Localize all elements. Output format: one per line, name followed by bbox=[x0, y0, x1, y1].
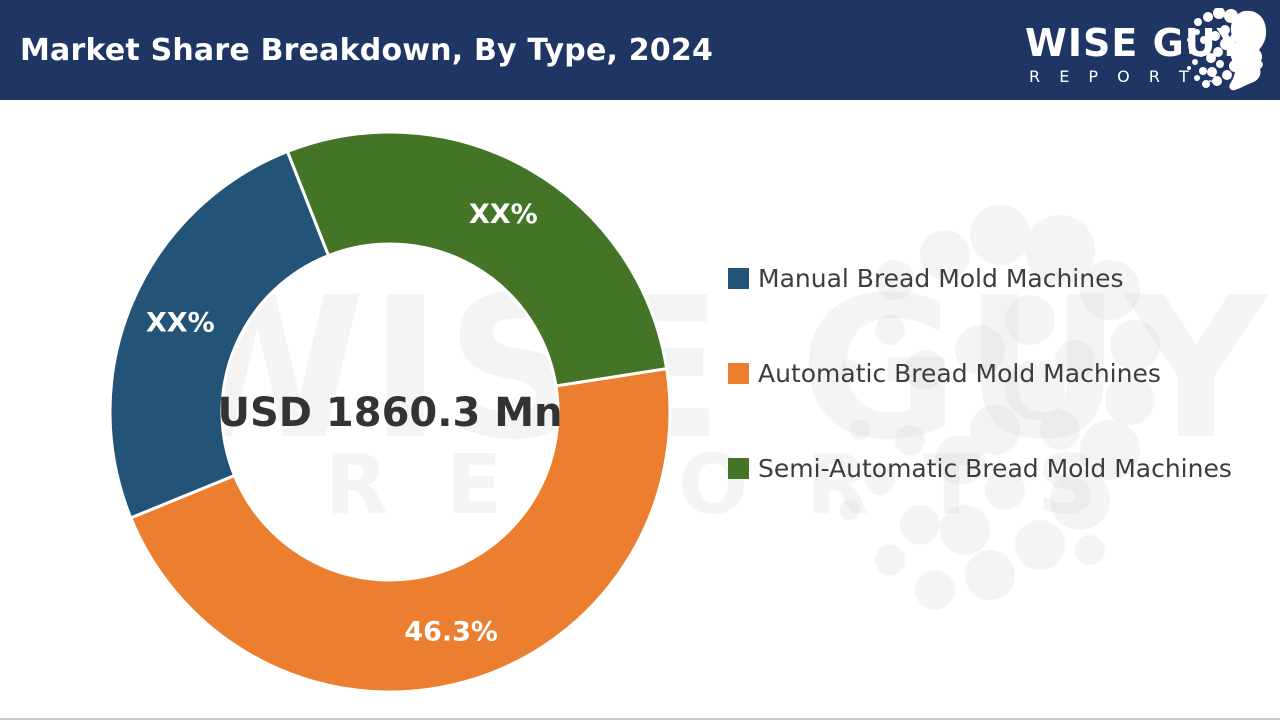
decorative-dot bbox=[1198, 51, 1204, 57]
donut-segment-label: XX% bbox=[469, 199, 538, 230]
watermark-text-wiseguy: WISE GUY bbox=[150, 255, 1271, 482]
legend-label: Semi-Automatic Bread Mold Machines bbox=[758, 453, 1232, 483]
decorative-dot bbox=[1005, 360, 1065, 420]
decorative-dot bbox=[1222, 70, 1232, 80]
decorative-dot bbox=[895, 425, 925, 455]
decorative-dot bbox=[955, 325, 1005, 375]
donut-chart: XX% 46.3% XX% USD 1860.3 Mn bbox=[108, 130, 672, 694]
decorative-dot bbox=[875, 260, 915, 300]
decorative-dot bbox=[1075, 535, 1105, 565]
decorative-dot bbox=[875, 545, 905, 575]
logo-face-profile-icon bbox=[1229, 10, 1266, 91]
decorative-dot bbox=[1187, 38, 1191, 42]
decorative-dot bbox=[875, 315, 905, 345]
decorative-dot bbox=[905, 350, 945, 390]
decorative-dot bbox=[1050, 470, 1110, 530]
decorative-dot bbox=[1202, 80, 1210, 88]
decorative-dot bbox=[1005, 295, 1055, 345]
legend-item: Automatic Bread Mold Machines bbox=[728, 358, 1161, 388]
bottom-divider bbox=[0, 718, 1280, 720]
page-title: Market Share Breakdown, By Type, 2024 bbox=[20, 32, 714, 68]
decorative-dot bbox=[1194, 29, 1200, 35]
decorative-dot bbox=[1203, 12, 1213, 22]
watermark: WISE GUY REPORTS bbox=[0, 100, 1280, 718]
decorative-dot bbox=[1200, 36, 1208, 44]
decorative-dot bbox=[1055, 340, 1095, 380]
decorative-dot bbox=[940, 505, 990, 555]
decorative-dot bbox=[965, 550, 1015, 600]
decorative-dot bbox=[1080, 420, 1140, 480]
decorative-dot bbox=[1040, 410, 1080, 450]
decorative-dot bbox=[970, 205, 1030, 265]
decorative-dot bbox=[1216, 60, 1224, 68]
decorative-dot bbox=[1220, 25, 1230, 35]
decorative-dot bbox=[1199, 67, 1207, 75]
decorative-dot bbox=[1025, 215, 1095, 285]
decorative-dot bbox=[970, 405, 1020, 455]
decorative-dot bbox=[935, 435, 985, 485]
decorative-dot bbox=[920, 230, 970, 280]
donut-segment-label: 46.3% bbox=[404, 617, 498, 648]
logo-text-reports: R E P O R T S bbox=[1029, 67, 1225, 86]
decorative-dot bbox=[1213, 8, 1225, 19]
decorative-dot bbox=[840, 500, 860, 520]
decorative-dot bbox=[1192, 59, 1198, 65]
decorative-dot bbox=[840, 360, 860, 380]
donut-segment bbox=[108, 149, 331, 520]
decorative-dot bbox=[1187, 66, 1191, 70]
watermark-face-icon bbox=[840, 205, 1160, 610]
legend-item: Semi-Automatic Bread Mold Machines bbox=[728, 453, 1232, 483]
legend-item: Manual Bread Mold Machines bbox=[728, 263, 1124, 293]
watermark-text-reports: REPORTS bbox=[325, 438, 1155, 533]
decorative-dot bbox=[1210, 31, 1220, 41]
decorative-dot bbox=[865, 465, 895, 495]
donut-segment bbox=[285, 130, 669, 388]
legend-swatch bbox=[728, 457, 749, 479]
wiseguy-reports-logo: WISE GUY R E P O R T S bbox=[1025, 8, 1266, 91]
header-bar: Market Share Breakdown, By Type, 2024 WI… bbox=[0, 0, 1280, 100]
legend-label: Manual Bread Mold Machines bbox=[758, 263, 1124, 293]
donut-segment-label: XX% bbox=[146, 307, 215, 338]
decorative-dot bbox=[1105, 375, 1155, 425]
legend-swatch bbox=[728, 362, 749, 384]
decorative-dot bbox=[915, 570, 955, 610]
decorative-dot bbox=[1194, 18, 1202, 26]
decorative-dot bbox=[1110, 320, 1160, 370]
donut-segment bbox=[128, 366, 672, 694]
decorative-dot bbox=[1080, 260, 1140, 320]
decorative-dot bbox=[1015, 520, 1065, 570]
decorative-dot bbox=[900, 505, 940, 545]
decorative-dot bbox=[985, 470, 1025, 510]
legend-swatch bbox=[728, 267, 749, 289]
donut-center-value: USD 1860.3 Mn bbox=[218, 390, 563, 436]
decorative-dot bbox=[1194, 75, 1200, 81]
decorative-dot bbox=[1206, 53, 1216, 63]
decorative-dot bbox=[1213, 47, 1223, 57]
legend-label: Automatic Bread Mold Machines bbox=[758, 358, 1161, 388]
decorative-dot bbox=[1212, 76, 1222, 86]
decorative-dot bbox=[1207, 67, 1217, 77]
decorative-dot bbox=[1189, 50, 1193, 54]
decorative-dot bbox=[850, 420, 870, 440]
decorative-dot bbox=[1220, 38, 1232, 50]
